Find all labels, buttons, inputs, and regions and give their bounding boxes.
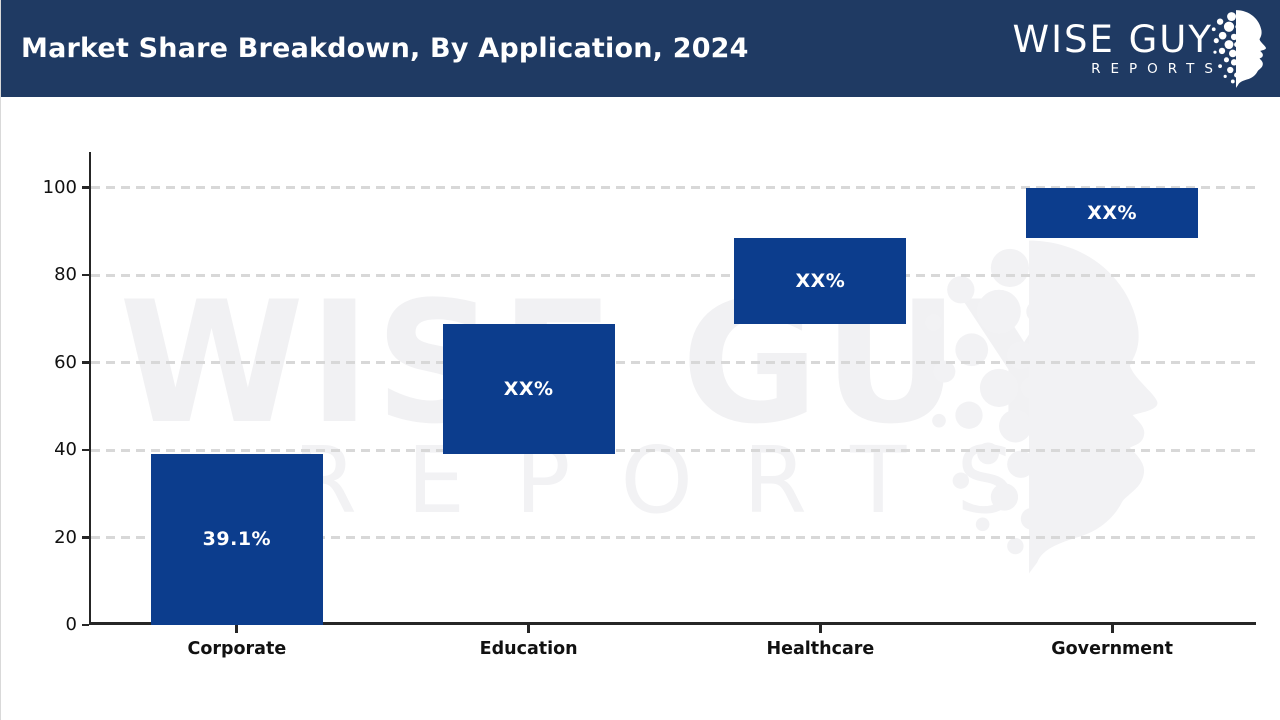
y-tick-mark — [82, 536, 89, 539]
x-category-label: Education — [479, 639, 578, 659]
y-tick-label: 40 — [54, 439, 77, 460]
y-tick-label: 0 — [65, 614, 77, 635]
bar-value-label: XX% — [1087, 201, 1138, 224]
bar-government: XX% — [1026, 187, 1199, 238]
y-tick-mark — [82, 448, 89, 452]
y-tick-label: 100 — [42, 176, 77, 198]
logo-text: WISE GUY REPORTS — [1013, 21, 1213, 77]
x-category-label: Healthcare — [766, 639, 875, 659]
logo-subtitle: REPORTS — [1091, 60, 1223, 77]
y-tick-label: 20 — [54, 526, 77, 548]
y-tick-label: 80 — [54, 264, 77, 285]
gridline — [91, 186, 1256, 189]
y-tick-mark — [82, 186, 89, 189]
bar-value-label: XX% — [795, 269, 846, 292]
y-tick-label: 60 — [54, 351, 77, 373]
gridline — [91, 448, 1256, 452]
logo-wordmark: WISE GUY — [1012, 17, 1213, 61]
bar-healthcare: XX% — [734, 237, 907, 324]
bar-education: XX% — [442, 324, 615, 454]
bar-value-label: 39.1% — [202, 528, 272, 551]
page-title: Market Share Breakdown, By Application, … — [21, 33, 749, 64]
x-tick-mark — [818, 625, 822, 633]
x-tick-mark — [235, 625, 239, 633]
gridline — [91, 273, 1256, 277]
plot-area: 0 20 40 60 80 100 39.1% Corporate XX% Education XX… — [43, 152, 1256, 659]
bar-corporate: 39.1% — [150, 453, 323, 625]
wise-guy-reports-logo: WISE GUY REPORTS — [1013, 7, 1271, 91]
x-tick-mark — [1110, 625, 1114, 633]
y-tick-mark — [82, 361, 89, 364]
watermark-subtitle: REPORTS — [293, 427, 1065, 534]
x-tick-mark — [527, 625, 531, 633]
x-category-label: Corporate — [187, 639, 287, 659]
y-tick-mark — [82, 273, 89, 277]
bar-value-label: XX% — [503, 377, 554, 400]
gridline — [91, 361, 1256, 364]
x-category-label: Government — [1051, 639, 1173, 659]
gridline — [91, 536, 1256, 539]
y-tick-mark — [82, 623, 89, 627]
chart-canvas: WISE GUY REPORTS 0 20 40 60 80 100 39.1% Corpor… — [1, 97, 1280, 720]
header-banner: Market Share Breakdown, By Application, … — [1, 0, 1280, 97]
